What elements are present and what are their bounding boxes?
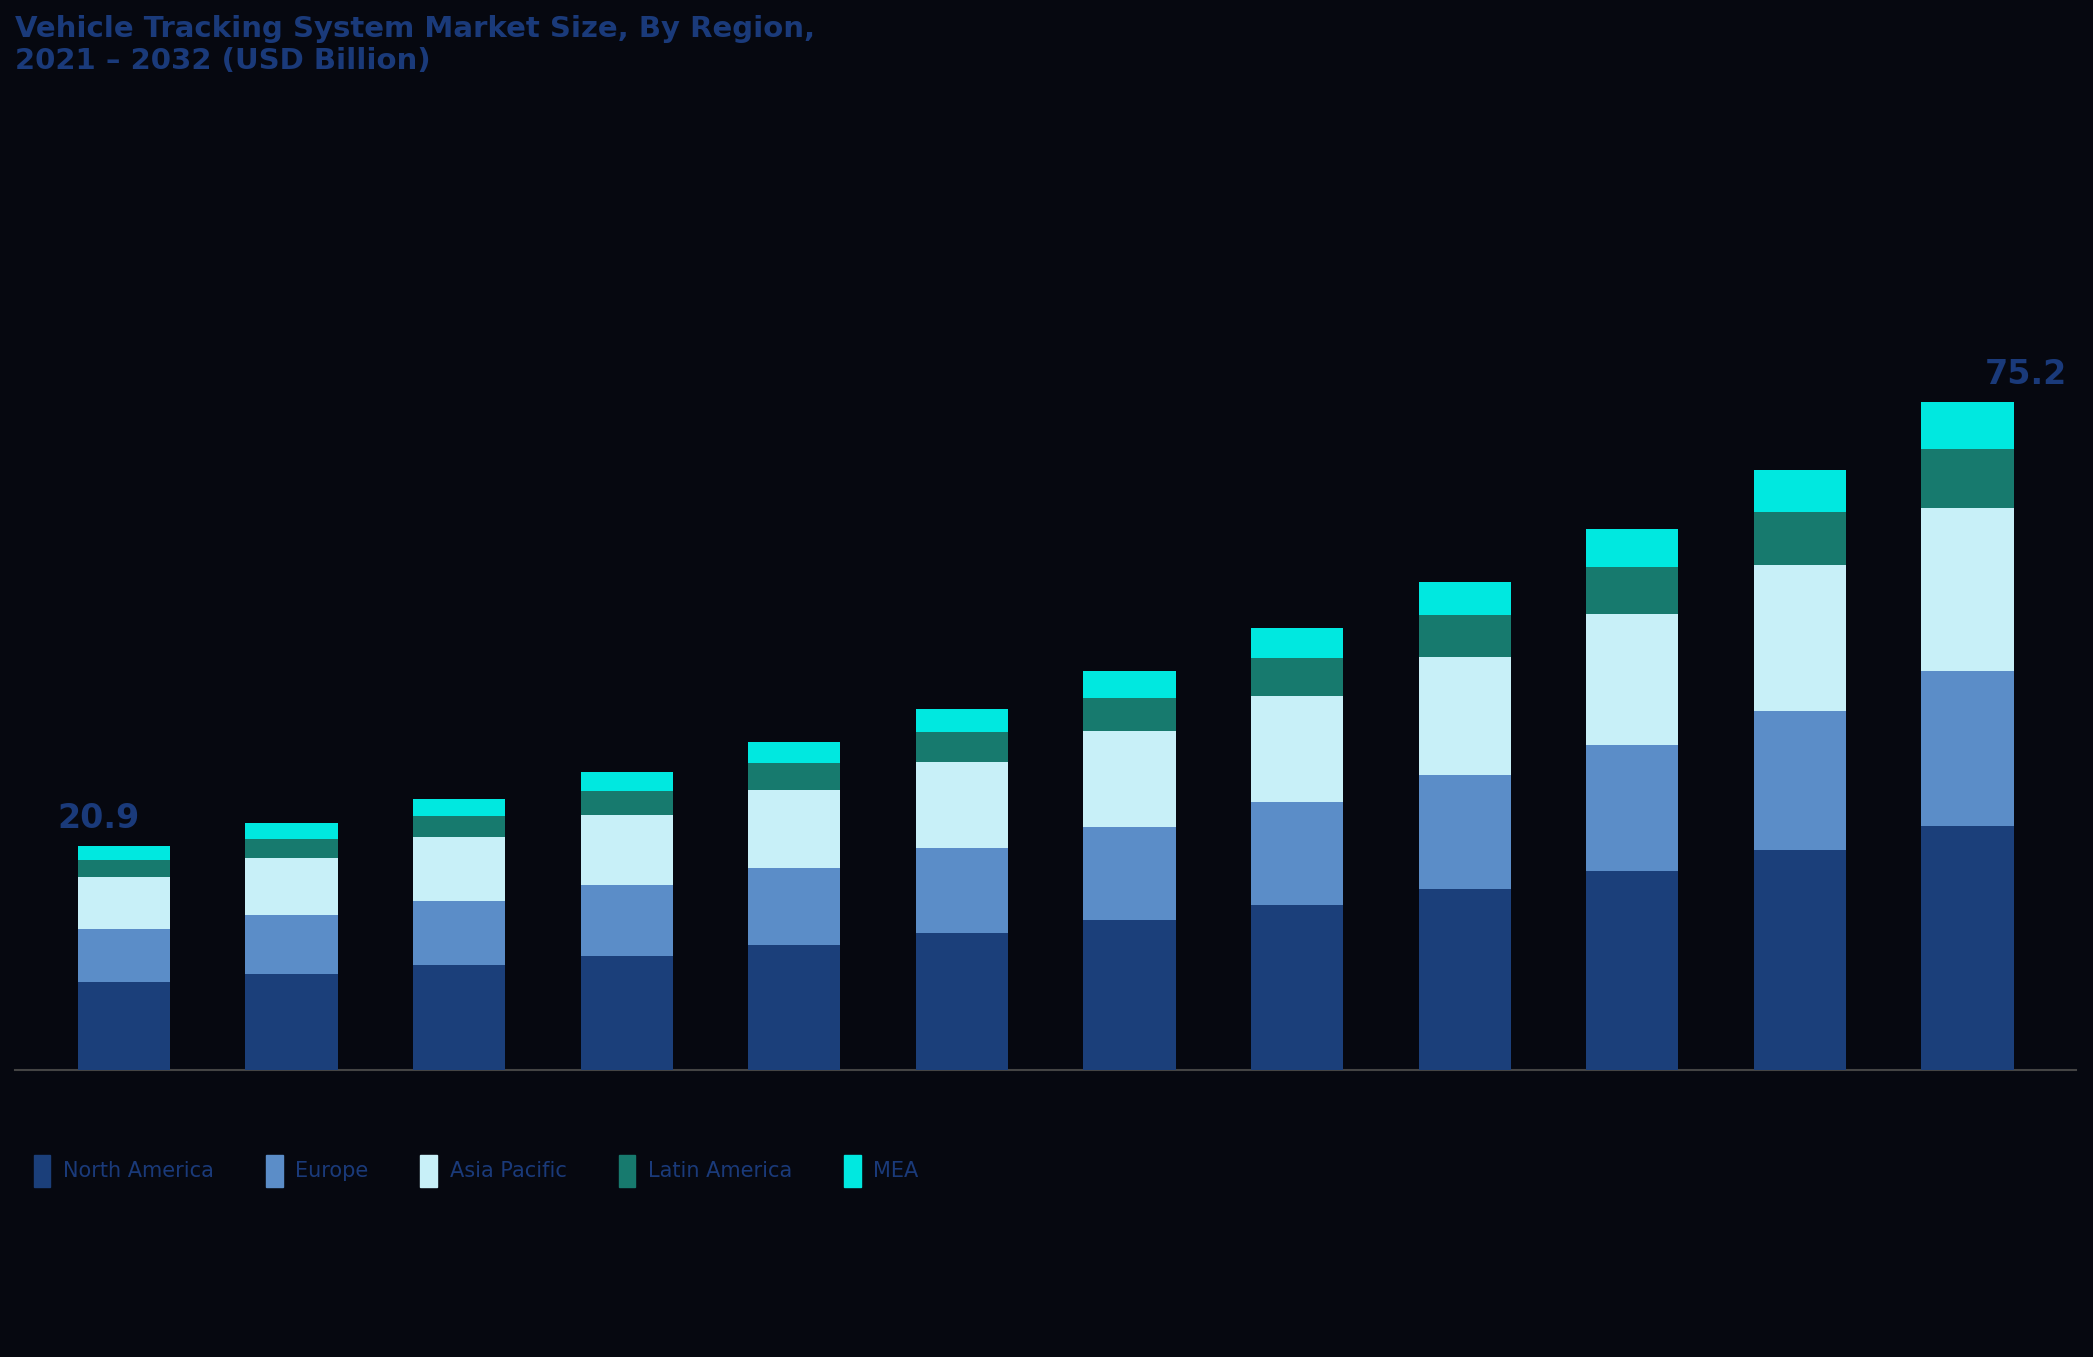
- Bar: [412, 799, 504, 816]
- Bar: [1419, 615, 1511, 657]
- Bar: [917, 848, 1009, 934]
- Bar: [917, 934, 1009, 1071]
- Bar: [245, 915, 337, 974]
- Bar: [747, 944, 841, 1071]
- Bar: [77, 982, 170, 1071]
- Bar: [77, 860, 170, 877]
- Bar: [1084, 697, 1176, 731]
- Bar: [917, 733, 1009, 763]
- Bar: [1921, 449, 2013, 508]
- Bar: [1921, 508, 2013, 670]
- Bar: [412, 816, 504, 837]
- Bar: [1586, 615, 1679, 745]
- Bar: [1586, 529, 1679, 567]
- Bar: [580, 885, 672, 955]
- Bar: [412, 901, 504, 965]
- Bar: [580, 772, 672, 791]
- Bar: [747, 867, 841, 944]
- Bar: [917, 708, 1009, 733]
- Bar: [245, 839, 337, 858]
- Bar: [77, 877, 170, 928]
- Bar: [1754, 711, 1846, 851]
- Bar: [580, 816, 672, 885]
- Bar: [1084, 670, 1176, 697]
- Bar: [747, 764, 841, 790]
- Bar: [1084, 731, 1176, 826]
- Bar: [1754, 512, 1846, 565]
- Bar: [1754, 471, 1846, 512]
- Bar: [245, 974, 337, 1071]
- Bar: [1252, 658, 1344, 696]
- Bar: [412, 837, 504, 901]
- Bar: [1921, 825, 2013, 1071]
- Bar: [1252, 905, 1344, 1071]
- Bar: [1754, 565, 1846, 711]
- Bar: [77, 928, 170, 982]
- Bar: [1754, 851, 1846, 1071]
- Bar: [1419, 889, 1511, 1071]
- Bar: [1586, 745, 1679, 871]
- Bar: [1252, 696, 1344, 802]
- Bar: [1252, 802, 1344, 905]
- Legend: North America, Europe, Asia Pacific, Latin America, MEA: North America, Europe, Asia Pacific, Lat…: [25, 1147, 927, 1196]
- Bar: [412, 965, 504, 1071]
- Bar: [917, 763, 1009, 848]
- Bar: [580, 791, 672, 816]
- Bar: [1586, 871, 1679, 1071]
- Bar: [245, 858, 337, 915]
- Text: Vehicle Tracking System Market Size, By Region,
2021 – 2032 (USD Billion): Vehicle Tracking System Market Size, By …: [15, 15, 814, 76]
- Bar: [1921, 402, 2013, 449]
- Bar: [1084, 920, 1176, 1071]
- Bar: [1084, 826, 1176, 920]
- Bar: [1252, 628, 1344, 658]
- Bar: [747, 790, 841, 867]
- Bar: [1419, 582, 1511, 615]
- Text: 20.9: 20.9: [59, 802, 140, 836]
- Bar: [1419, 657, 1511, 775]
- Bar: [1586, 567, 1679, 615]
- Bar: [580, 955, 672, 1071]
- Bar: [747, 742, 841, 764]
- Bar: [245, 824, 337, 839]
- Bar: [1419, 775, 1511, 889]
- Text: 75.2: 75.2: [1984, 358, 2068, 391]
- Bar: [1921, 670, 2013, 825]
- Bar: [77, 845, 170, 860]
